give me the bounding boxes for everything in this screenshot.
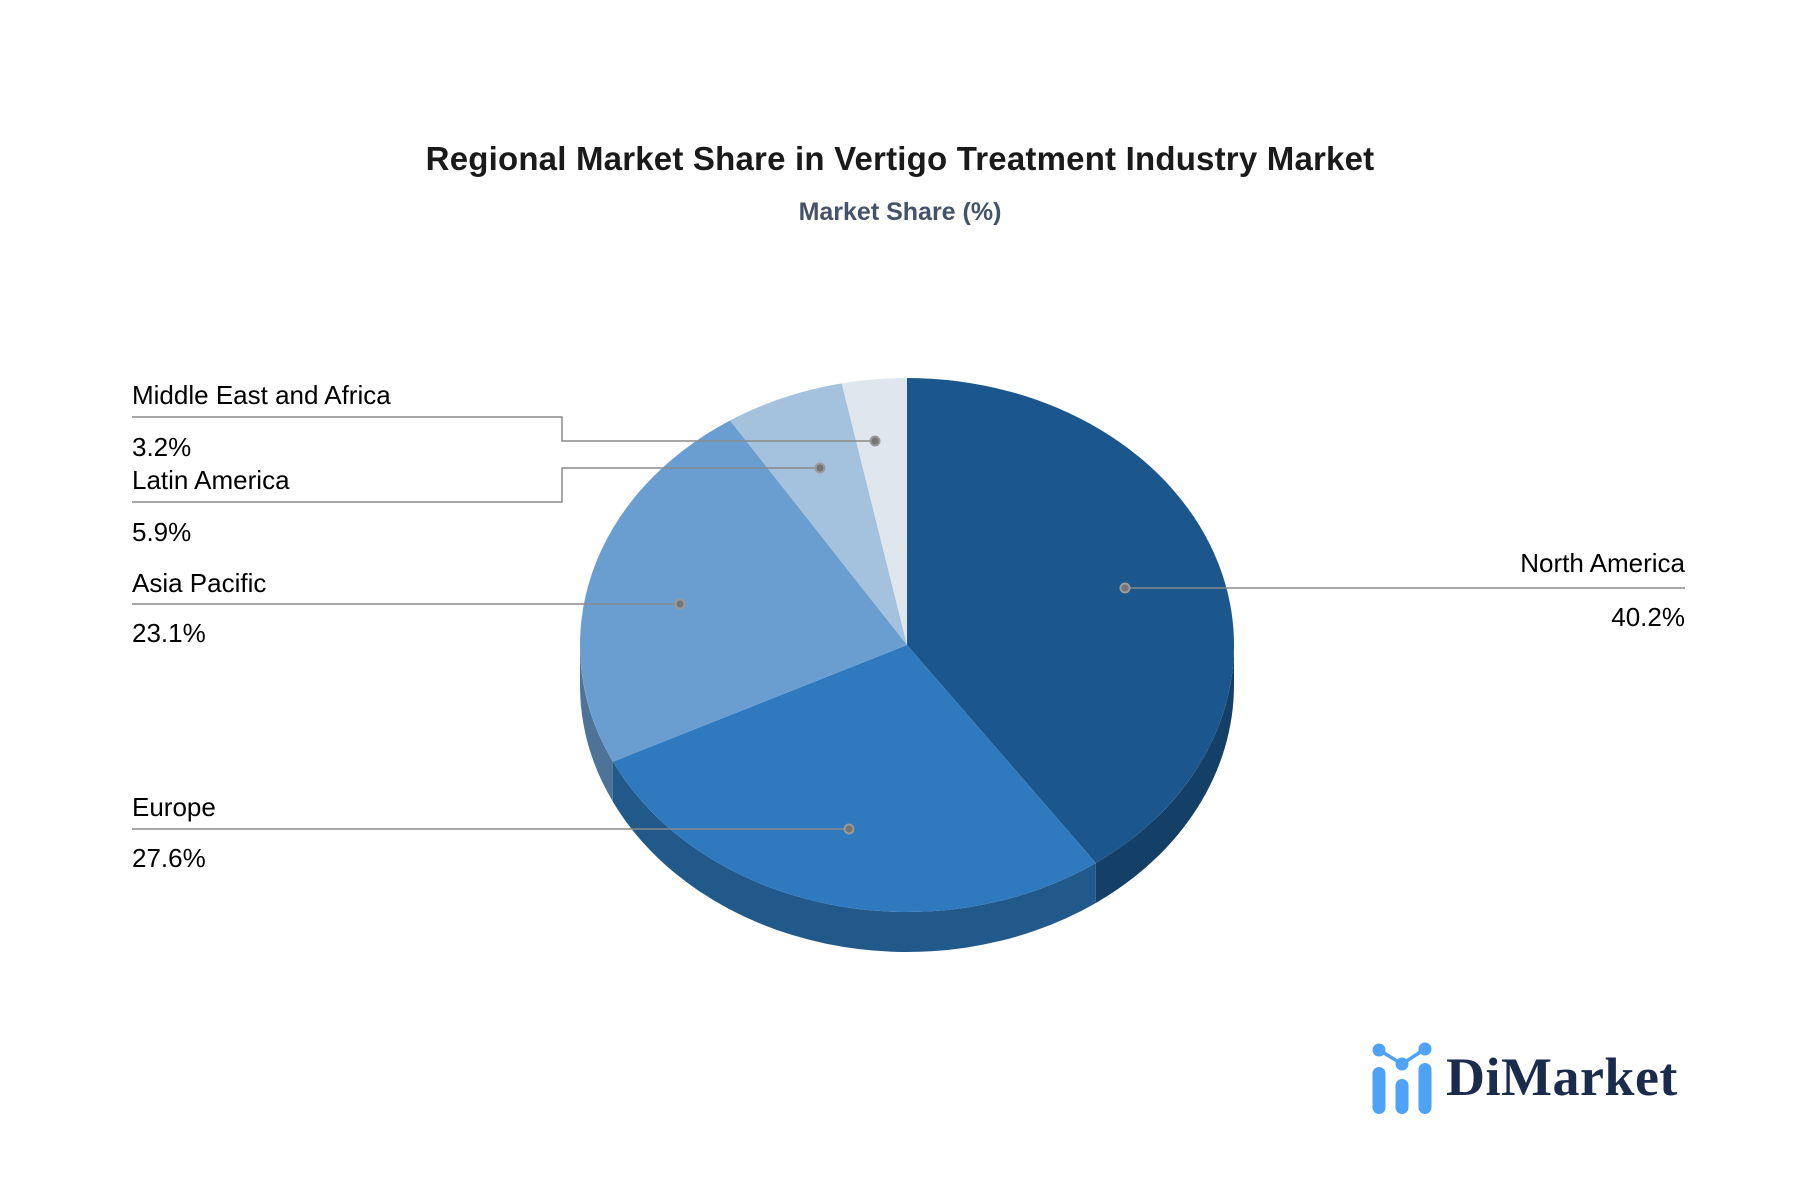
label-europe-value: 27.6% xyxy=(132,843,206,873)
pie-slice-north-america[interactable] xyxy=(907,378,1234,863)
chart-title: Regional Market Share in Vertigo Treatme… xyxy=(425,140,1375,177)
label-asia-pacific-name: Asia Pacific xyxy=(132,568,267,598)
leader-dot-latin-america xyxy=(814,462,826,474)
pie-slice-side-asia-pacific xyxy=(580,645,613,802)
label-latin-america-value: 5.9% xyxy=(132,517,192,547)
label-latin-america-name: Latin America xyxy=(132,465,290,495)
pie-slice-middle-east-and-africa[interactable] xyxy=(841,378,907,645)
pie-slice-side-europe xyxy=(612,761,1096,953)
label-asia-pacific-value: 23.1% xyxy=(132,618,206,648)
label-north-america-name: North America xyxy=(1520,548,1685,578)
leader-dot-asia-pacific xyxy=(674,598,686,610)
logo-chart-icon xyxy=(1372,1042,1432,1114)
brand-logo: DiMarket xyxy=(1372,1040,1678,1114)
logo-text: DiMarket xyxy=(1446,1047,1678,1107)
pie-slice-europe[interactable] xyxy=(612,645,1096,913)
leader-line-middle-east-and-africa xyxy=(132,416,875,442)
label-europe-name: Europe xyxy=(132,792,216,822)
chart-subtitle: Market Share (%) xyxy=(798,198,1002,226)
leader-dot-north-america xyxy=(1119,582,1131,594)
pie-slice-asia-pacific[interactable] xyxy=(579,420,907,762)
leader-line-latin-america xyxy=(132,467,820,503)
leader-dot-europe xyxy=(843,823,855,835)
pie-slice-latin-america[interactable] xyxy=(730,383,907,645)
label-north-america-value: 40.2% xyxy=(1611,602,1685,632)
label-middle-east-and-africa-value: 3.2% xyxy=(132,432,192,462)
pie-slice-side-north-america xyxy=(1095,645,1234,903)
leader-dot-middle-east-and-africa xyxy=(869,435,881,447)
label-middle-east-and-africa-name: Middle East and Africa xyxy=(132,380,391,410)
